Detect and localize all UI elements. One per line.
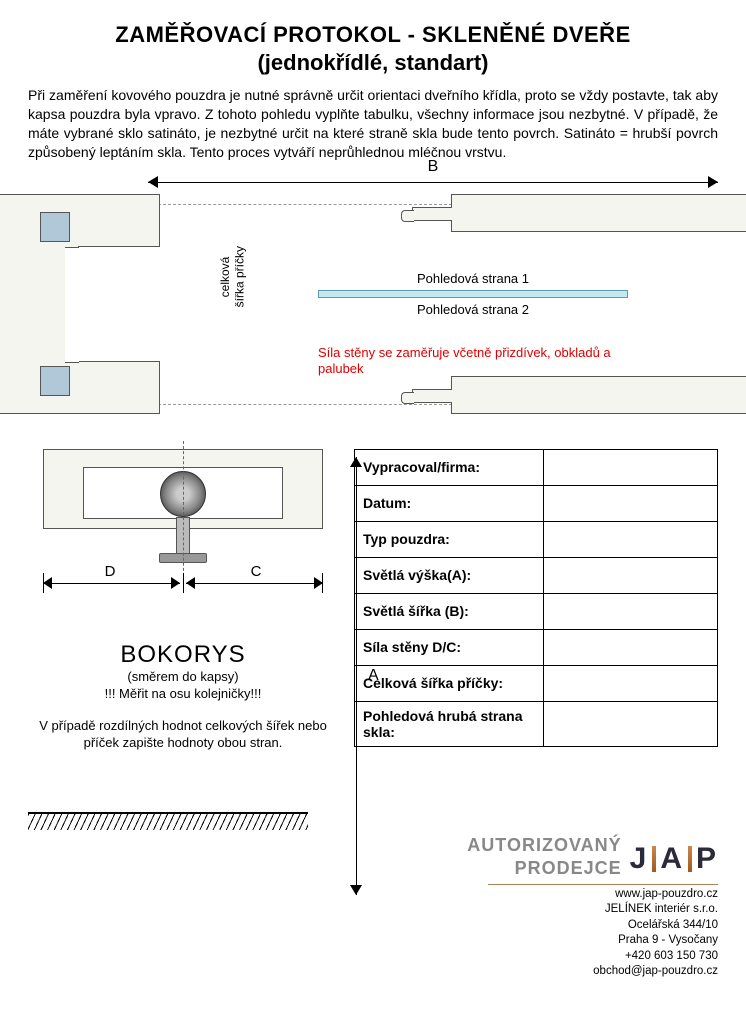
page-subtitle: (jednokřídlé, standart) bbox=[28, 50, 718, 76]
form-label: Celková šířka příčky: bbox=[355, 665, 544, 701]
bokorys-title: BOKORYS bbox=[28, 641, 338, 669]
form-value[interactable] bbox=[543, 665, 717, 701]
dealer-line: Praha 9 - Vysočany bbox=[467, 933, 718, 949]
pocket-cross-section bbox=[0, 194, 160, 414]
dealer-line: www.jap-pouzdro.cz bbox=[467, 887, 718, 903]
ground-hatch bbox=[28, 812, 308, 830]
form-value[interactable] bbox=[543, 449, 717, 485]
dimension-a-label: A bbox=[368, 667, 379, 685]
bokorys-warning: !!! Měřit na osu kolejničky!!! bbox=[28, 686, 338, 701]
form-label: Síla stěny D/C: bbox=[355, 629, 544, 665]
intro-paragraph: Při zaměření kovového pouzdra je nutné s… bbox=[28, 86, 718, 162]
measurement-note: V případě rozdílných hodnot celkových ší… bbox=[28, 717, 338, 752]
form-label: Vypracoval/firma: bbox=[355, 449, 544, 485]
dimension-c-label: C bbox=[251, 563, 262, 580]
dealer-line: +420 603 150 730 bbox=[467, 949, 718, 965]
jap-logo: JAP bbox=[630, 839, 718, 880]
form-value[interactable] bbox=[543, 557, 717, 593]
dimension-b-label: B bbox=[428, 158, 439, 176]
bokorys-subtitle: (směrem do kapsy) bbox=[28, 669, 338, 684]
side-view-column: D C A BOKORYS (směrem do kapsy) !!! Měři… bbox=[28, 449, 338, 830]
dealer-line: Ocelářská 344/10 bbox=[467, 918, 718, 934]
form-label: Typ pouzdra: bbox=[355, 521, 544, 557]
form-label: Světlá šířka (B): bbox=[355, 593, 544, 629]
form-value[interactable] bbox=[543, 485, 717, 521]
dealer-block: AUTORIZOVANÝ PRODEJCE JAP www.jap-pouzdr… bbox=[467, 833, 718, 980]
form-value[interactable] bbox=[543, 521, 717, 557]
dealer-line: obchod@jap-pouzdro.cz bbox=[467, 964, 718, 980]
jamb-profiles bbox=[451, 194, 746, 414]
form-label: Pohledová hrubá strana skla: bbox=[355, 701, 544, 746]
form-value[interactable] bbox=[543, 629, 717, 665]
dimension-d-label: D bbox=[105, 563, 116, 580]
authorized-label-2: PRODEJCE bbox=[467, 856, 621, 880]
dealer-line: JELÍNEK interiér s.r.o. bbox=[467, 902, 718, 918]
form-label: Datum: bbox=[355, 485, 544, 521]
measurement-form-table: Vypracoval/firma: Datum: Typ pouzdra: Sv… bbox=[354, 449, 718, 747]
top-cross-section-diagram: B celková šířka příčky Pohledová strana … bbox=[28, 176, 718, 431]
form-value[interactable] bbox=[543, 593, 717, 629]
form-value[interactable] bbox=[543, 701, 717, 746]
rail-mechanism-diagram bbox=[43, 449, 323, 569]
dimension-b: B bbox=[148, 176, 718, 188]
form-label: Světlá výška(A): bbox=[355, 557, 544, 593]
authorized-label-1: AUTORIZOVANÝ bbox=[467, 833, 621, 857]
page-title: ZAMĚŘOVACÍ PROTOKOL - SKLENĚNÉ DVEŘE bbox=[28, 22, 718, 48]
vertical-width-label: celková šířka příčky bbox=[218, 246, 247, 307]
dimension-a: A bbox=[350, 457, 364, 895]
dimension-dc: D C bbox=[43, 575, 323, 593]
